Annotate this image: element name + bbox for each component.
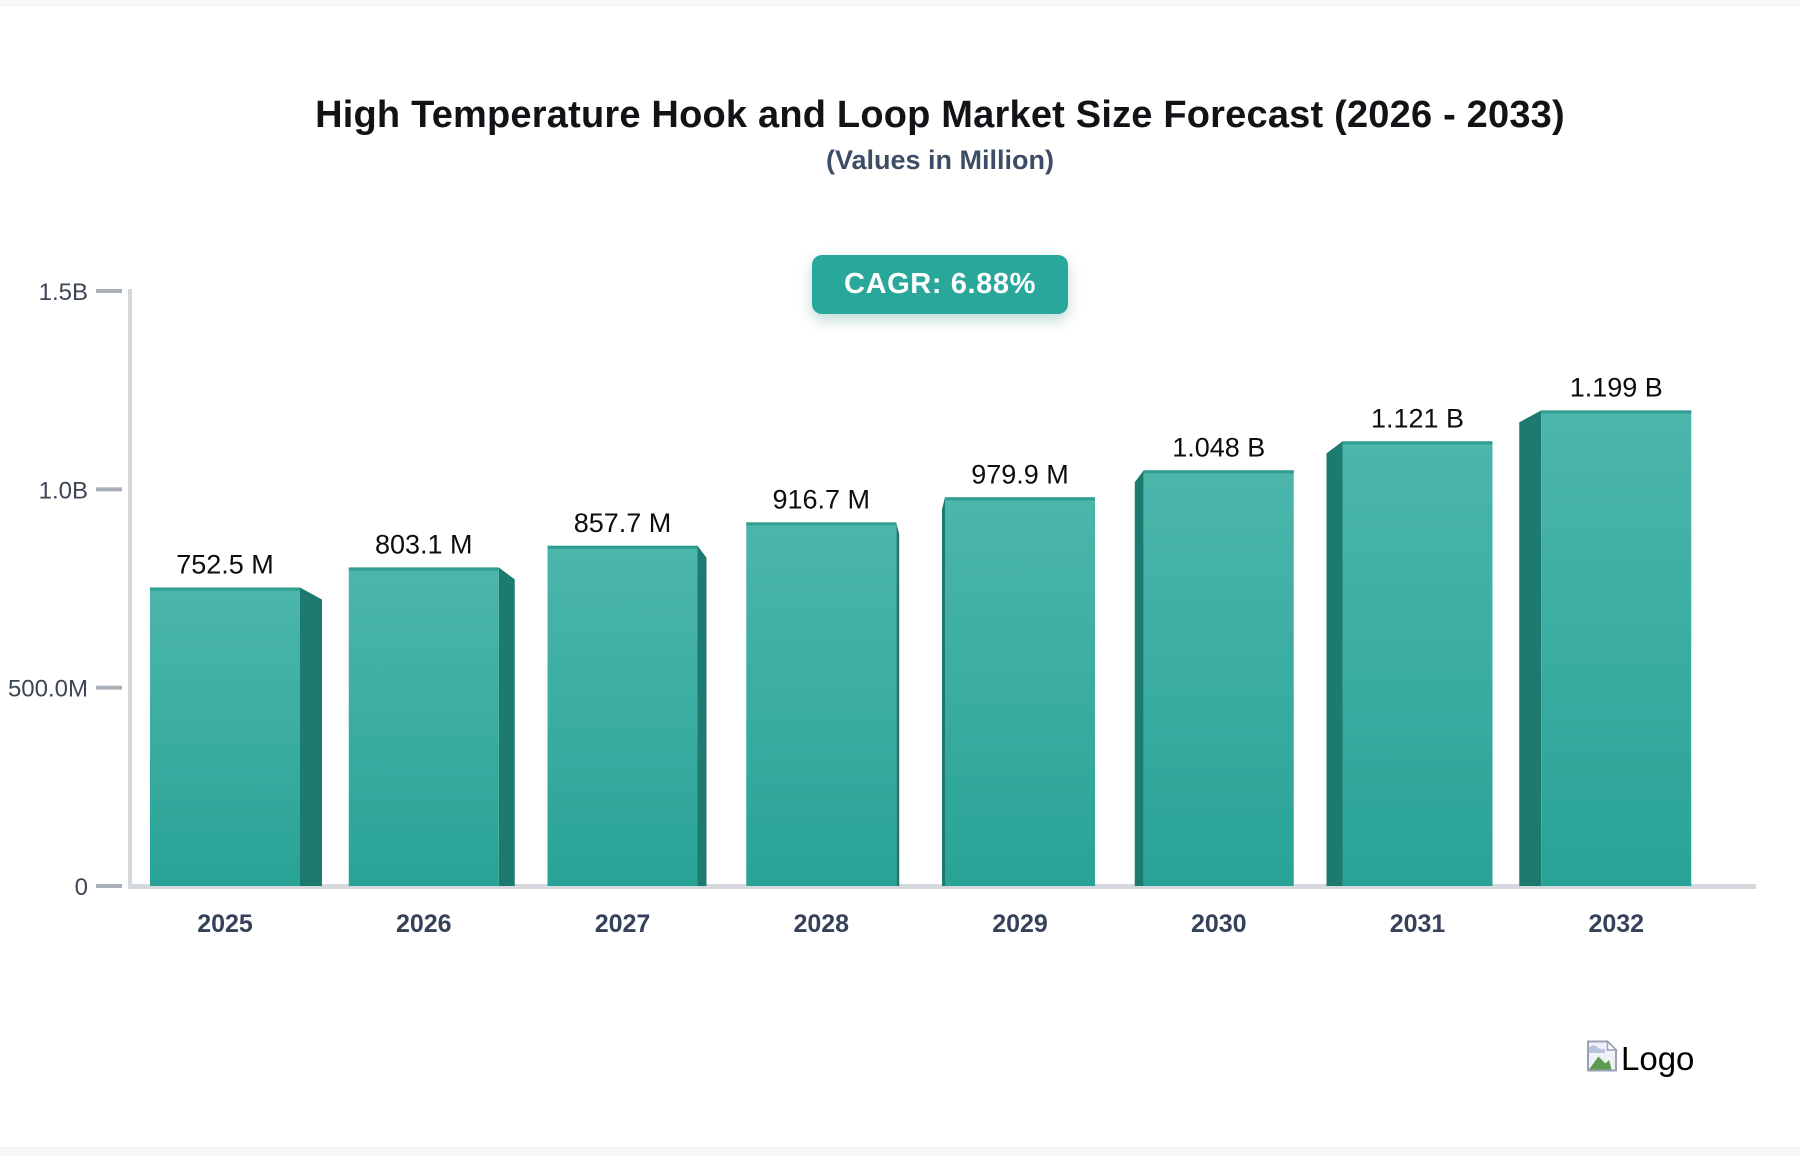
value-label-2032: 1.199 B <box>1570 372 1663 402</box>
x-tick-label-2030: 2030 <box>1191 910 1247 938</box>
bar-2026-top-edge <box>348 567 499 571</box>
broken-image-icon <box>1585 1039 1619 1077</box>
bar-2027 <box>547 545 698 886</box>
x-tick-label-2029: 2029 <box>992 910 1048 938</box>
cagr-badge: CAGR: 6.88% <box>812 255 1068 314</box>
top-frame-strip <box>0 0 1800 6</box>
bar-2031-top-edge <box>1342 441 1493 445</box>
y-tick-mark <box>96 884 122 888</box>
y-axis-line <box>128 289 132 888</box>
value-label-2031: 1.121 B <box>1371 403 1464 433</box>
logo: Logo <box>1585 1039 1695 1077</box>
x-axis-line <box>128 884 1756 889</box>
x-tick-label-2028: 2028 <box>793 910 849 938</box>
chart-subtitle: (Values in Million) <box>825 145 1055 175</box>
x-tick-label-2031: 2031 <box>1390 910 1446 938</box>
bar-2027-top-edge <box>547 545 698 549</box>
logo-alt-text: Logo <box>1621 1040 1695 1077</box>
cagr-badge-row: CAGR: 6.88% <box>80 255 1800 314</box>
x-tick-label-2027: 2027 <box>595 910 651 938</box>
bar-2029-top-edge <box>945 497 1095 501</box>
bar-2031-side <box>1326 441 1343 886</box>
x-tick-label-2032: 2032 <box>1588 910 1644 938</box>
chart-header: High Temperature Hook and Loop Market Si… <box>80 92 1800 176</box>
y-tick-label: 500.0M <box>8 676 88 703</box>
bar-2029-side <box>942 497 945 886</box>
bar-2030-side <box>1134 470 1144 886</box>
value-label-2029: 979.9 M <box>971 459 1069 489</box>
chart-title: High Temperature Hook and Loop Market Si… <box>315 94 1565 136</box>
bottom-frame-strip <box>0 1147 1800 1156</box>
bar-2026-side <box>498 567 515 886</box>
bar-2025-side <box>300 587 322 886</box>
x-tick-label-2025: 2025 <box>197 910 253 938</box>
bar-2025-top-edge <box>150 587 300 591</box>
y-tick-mark <box>96 289 122 293</box>
y-tick-label: 1.5B <box>39 279 88 306</box>
bar-2032 <box>1541 410 1692 886</box>
bar-2025 <box>150 587 300 886</box>
value-label-2028: 916.7 M <box>772 484 870 514</box>
value-label-2030: 1.048 B <box>1172 432 1265 462</box>
y-tick-label: 0 <box>75 874 88 901</box>
bar-2028-top-edge <box>746 522 897 526</box>
bar-2032-top-edge <box>1541 410 1692 414</box>
bar-2027-side <box>697 545 707 886</box>
value-label-2026: 803.1 M <box>375 529 473 559</box>
value-label-2027: 857.7 M <box>574 508 672 538</box>
y-tick-mark <box>96 487 122 492</box>
bar-2032-side <box>1519 410 1542 886</box>
bar-2026 <box>348 567 499 886</box>
x-tick-label-2026: 2026 <box>396 910 452 938</box>
y-tick-mark <box>96 685 122 690</box>
bar-2030 <box>1143 470 1294 886</box>
bar-2029 <box>945 497 1095 886</box>
y-tick-label: 1.0B <box>39 477 88 504</box>
bar-2028 <box>746 522 897 886</box>
bar-2030-top-edge <box>1143 470 1294 474</box>
bar-2028-side <box>896 522 900 886</box>
value-label-2025: 752.5 M <box>176 550 274 580</box>
bar-2031 <box>1342 441 1493 886</box>
